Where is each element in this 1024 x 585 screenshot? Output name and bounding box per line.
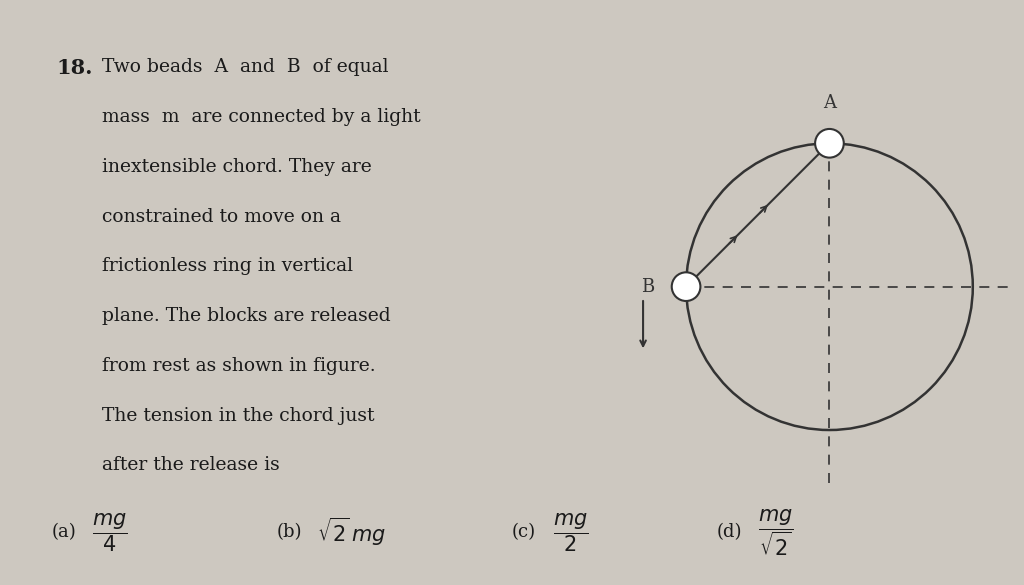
Circle shape: [672, 272, 700, 301]
Text: plane. The blocks are released: plane. The blocks are released: [102, 307, 391, 325]
Text: (b): (b): [276, 524, 302, 541]
Text: after the release is: after the release is: [102, 456, 281, 474]
Text: B: B: [641, 278, 654, 295]
Text: (d): (d): [717, 524, 742, 541]
Circle shape: [815, 129, 844, 157]
Text: $\sqrt{2}\,mg$: $\sqrt{2}\,mg$: [317, 516, 386, 549]
Text: frictionless ring in vertical: frictionless ring in vertical: [102, 257, 353, 276]
Text: $\dfrac{mg}{2}$: $\dfrac{mg}{2}$: [553, 511, 589, 553]
Text: Two beads  A  and  B  of equal: Two beads A and B of equal: [102, 58, 389, 77]
Text: inextensible chord. They are: inextensible chord. They are: [102, 158, 372, 176]
Text: $\dfrac{mg}{\sqrt{2}}$: $\dfrac{mg}{\sqrt{2}}$: [758, 507, 794, 558]
Text: A: A: [823, 94, 836, 112]
Text: $\dfrac{mg}{4}$: $\dfrac{mg}{4}$: [92, 511, 128, 553]
Text: The tension in the chord just: The tension in the chord just: [102, 407, 375, 425]
Text: constrained to move on a: constrained to move on a: [102, 208, 341, 226]
Text: mass  m  are connected by a light: mass m are connected by a light: [102, 108, 421, 126]
Text: from rest as shown in figure.: from rest as shown in figure.: [102, 357, 376, 375]
Text: (c): (c): [512, 524, 537, 541]
Text: (a): (a): [51, 524, 76, 541]
Text: 18.: 18.: [56, 58, 93, 78]
